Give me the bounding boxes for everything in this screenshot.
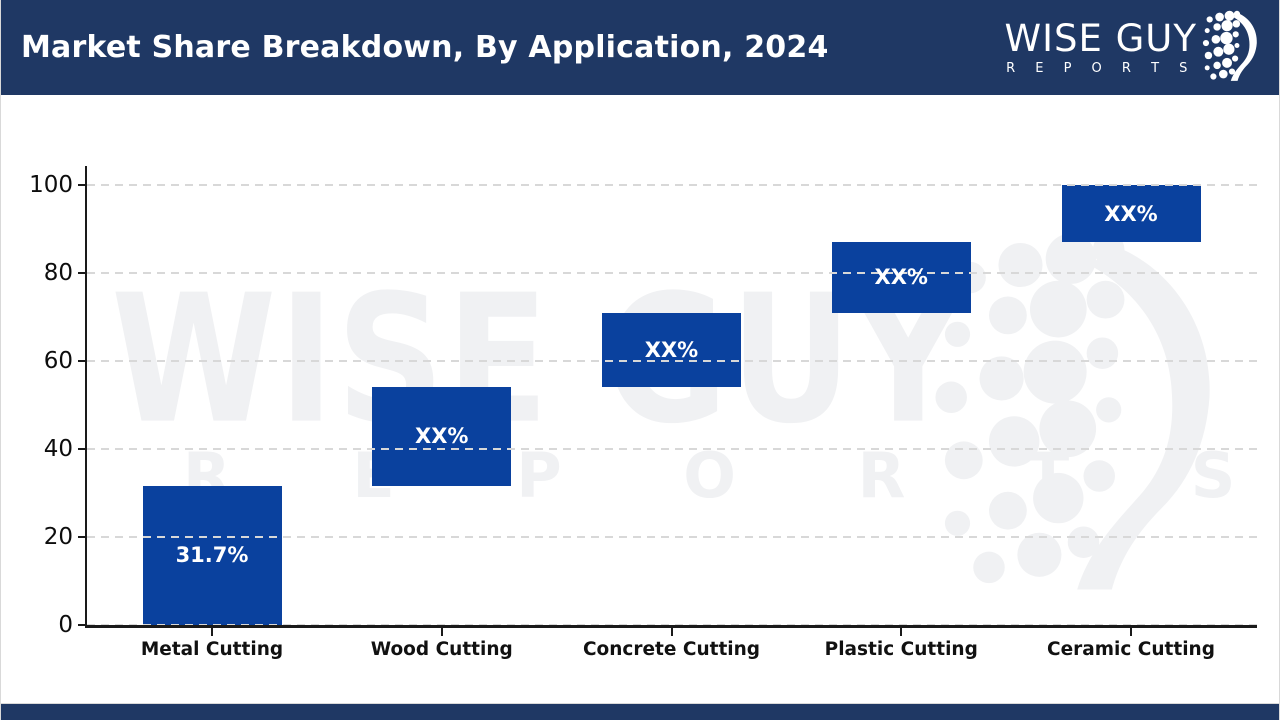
x-axis-tick: [440, 628, 443, 636]
gridline: [87, 536, 1257, 538]
y-axis-tick-label: 100: [29, 172, 73, 198]
y-axis-tick: [78, 536, 86, 538]
bar-value-label: XX%: [1104, 201, 1158, 226]
y-axis-tick-label: 60: [43, 348, 73, 374]
waterfall-bar: [142, 485, 282, 625]
gridline: [87, 360, 1257, 362]
brand-logo-text: WISE GUY R E P O R T S: [1005, 20, 1197, 75]
gridline: [87, 272, 1257, 274]
gridline: [87, 448, 1257, 450]
y-axis-tick-label: 80: [43, 260, 73, 286]
x-axis-tick: [670, 628, 673, 636]
brand-logo: WISE GUY R E P O R T S: [1005, 8, 1263, 88]
header-bar: Market Share Breakdown, By Application, …: [1, 0, 1279, 95]
y-axis-line: [85, 166, 87, 627]
bar-value-label: 31.7%: [175, 543, 249, 568]
brand-name: WISE GUY: [1004, 17, 1197, 60]
x-axis-tick: [900, 628, 903, 636]
y-axis-tick: [78, 184, 86, 186]
bar-value-label: XX%: [415, 424, 469, 449]
x-axis-category-label: Wood Cutting: [370, 639, 513, 660]
y-axis-tick: [78, 272, 86, 274]
x-axis-category-label: Ceramic Cutting: [1047, 639, 1215, 660]
waterfall-bar: [372, 387, 512, 486]
x-axis-category-label: Plastic Cutting: [824, 639, 978, 660]
x-axis-tick: [1130, 628, 1132, 636]
waterfall-bar: [1061, 185, 1201, 243]
gridline: [87, 184, 1257, 186]
x-axis-category-label: Concrete Cutting: [582, 639, 761, 660]
dotted-face-logo-icon: [1201, 8, 1263, 88]
x-axis-category-label: Metal Cutting: [140, 639, 284, 660]
x-axis-tick: [211, 628, 213, 636]
brand-subtitle: R E P O R T S: [1006, 61, 1196, 76]
y-axis-tick: [78, 448, 86, 450]
y-axis-tick-label: 20: [43, 524, 73, 550]
y-axis-tick-label: 0: [58, 612, 73, 638]
footer-bar: [1, 703, 1279, 720]
waterfall-bar: [602, 312, 741, 388]
waterfall-bar: [831, 242, 971, 313]
bar-value-label: XX%: [644, 338, 699, 362]
x-axis-line: [85, 625, 1257, 628]
y-axis-tick: [78, 624, 86, 626]
y-axis-tick-label: 40: [43, 436, 73, 462]
bar-value-label: XX%: [874, 265, 928, 290]
page-title: Market Share Breakdown, By Application, …: [21, 30, 829, 65]
y-axis-tick: [78, 360, 86, 362]
